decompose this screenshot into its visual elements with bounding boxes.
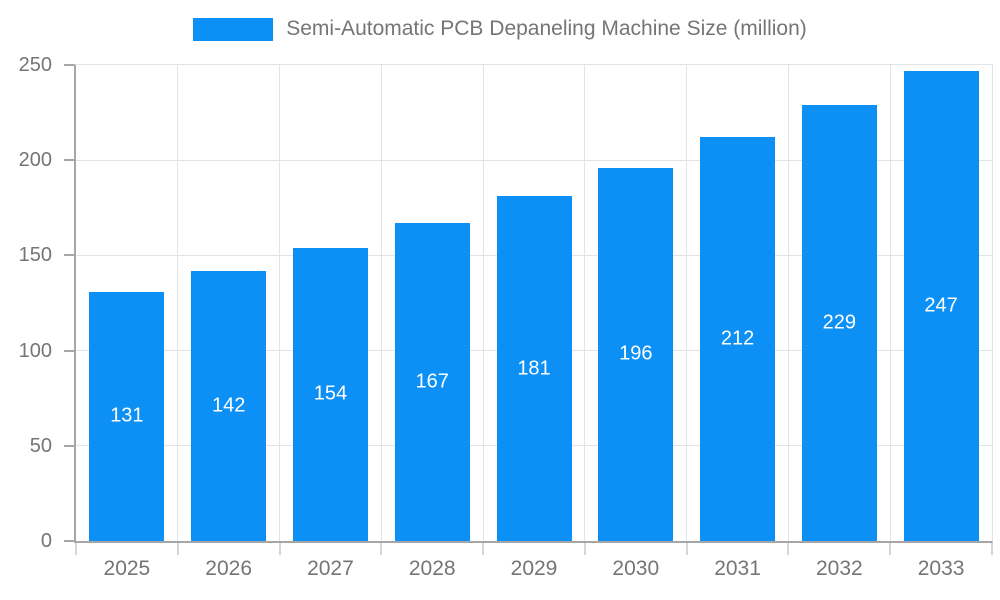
bar-2030[interactable]: 196 — [598, 167, 674, 541]
x-axis-label: 2025 — [103, 557, 151, 580]
x-axis-label: 2028 — [408, 557, 456, 580]
x-axis-tick — [278, 543, 281, 555]
x-axis-tick — [685, 543, 688, 555]
y-axis-tick — [64, 159, 74, 162]
gridline-vertical — [889, 65, 891, 541]
gridline-vertical — [279, 65, 281, 541]
x-axis-tick — [380, 543, 383, 555]
bar-2029[interactable]: 181 — [496, 196, 572, 541]
x-axis-label: 2027 — [307, 557, 354, 580]
bar-2027[interactable]: 154 — [292, 247, 368, 541]
bar-2026[interactable]: 142 — [191, 270, 267, 541]
y-axis-tick — [64, 64, 74, 66]
bar-value-label: 212 — [720, 327, 755, 350]
y-axis-tick — [64, 349, 74, 352]
x-axis-label: 2033 — [917, 557, 965, 580]
x-axis-label: 2032 — [815, 557, 863, 580]
gridline-horizontal — [76, 159, 992, 161]
bar-2025[interactable]: 131 — [89, 291, 165, 541]
x-axis-tick — [482, 543, 485, 555]
y-axis-tick — [64, 254, 74, 257]
legend-label: Semi-Automatic PCB Depaneling Machine Si… — [286, 17, 807, 40]
y-axis-label: 50 — [29, 434, 52, 457]
bar-value-label: 142 — [211, 394, 246, 417]
gridline-vertical — [686, 65, 688, 541]
bar-2031[interactable]: 212 — [700, 137, 776, 541]
gridline-vertical — [787, 65, 789, 541]
x-axis-label: 2030 — [612, 557, 660, 580]
gridline-vertical — [584, 65, 586, 541]
y-axis-label: 0 — [40, 530, 52, 552]
gridline-vertical — [177, 65, 179, 541]
x-axis-label: 2029 — [510, 557, 558, 580]
x-axis-tick — [991, 543, 993, 555]
bar-value-label: 167 — [415, 370, 449, 393]
x-axis-tick — [176, 543, 179, 555]
y-axis-tick — [64, 540, 74, 542]
x-axis-tick — [889, 543, 892, 555]
chart-legend[interactable]: Semi-Automatic PCB Depaneling Machine Si… — [0, 17, 1000, 41]
bar-value-label: 196 — [619, 342, 653, 365]
y-axis-tick — [64, 444, 74, 447]
gridline-vertical — [380, 65, 382, 541]
legend-swatch — [193, 17, 274, 41]
bar-value-label: 181 — [517, 357, 551, 380]
x-axis-label: 2026 — [205, 557, 253, 580]
x-axis-tick — [787, 543, 790, 555]
bar-value-label: 247 — [924, 294, 958, 317]
gridline-vertical — [482, 65, 484, 541]
y-axis-label: 200 — [18, 149, 52, 172]
plot-area: 0 50 100 150 200 250 131 2025 142 2026 154 2027 167 2… — [19, 54, 993, 580]
bar-value-label: 154 — [313, 382, 348, 405]
y-axis-label: 250 — [18, 54, 52, 76]
x-axis-tick — [583, 543, 586, 555]
bar-2028[interactable]: 167 — [394, 223, 470, 541]
bar-value-label: 229 — [822, 311, 857, 334]
y-axis-label: 150 — [18, 244, 52, 267]
x-axis-tick — [75, 543, 77, 555]
x-axis-label: 2031 — [714, 557, 761, 580]
bar-value-label: 131 — [110, 404, 144, 427]
y-axis-label: 100 — [18, 339, 52, 362]
bar-2032[interactable]: 229 — [801, 104, 877, 541]
bar-2033[interactable]: 247 — [903, 70, 979, 541]
